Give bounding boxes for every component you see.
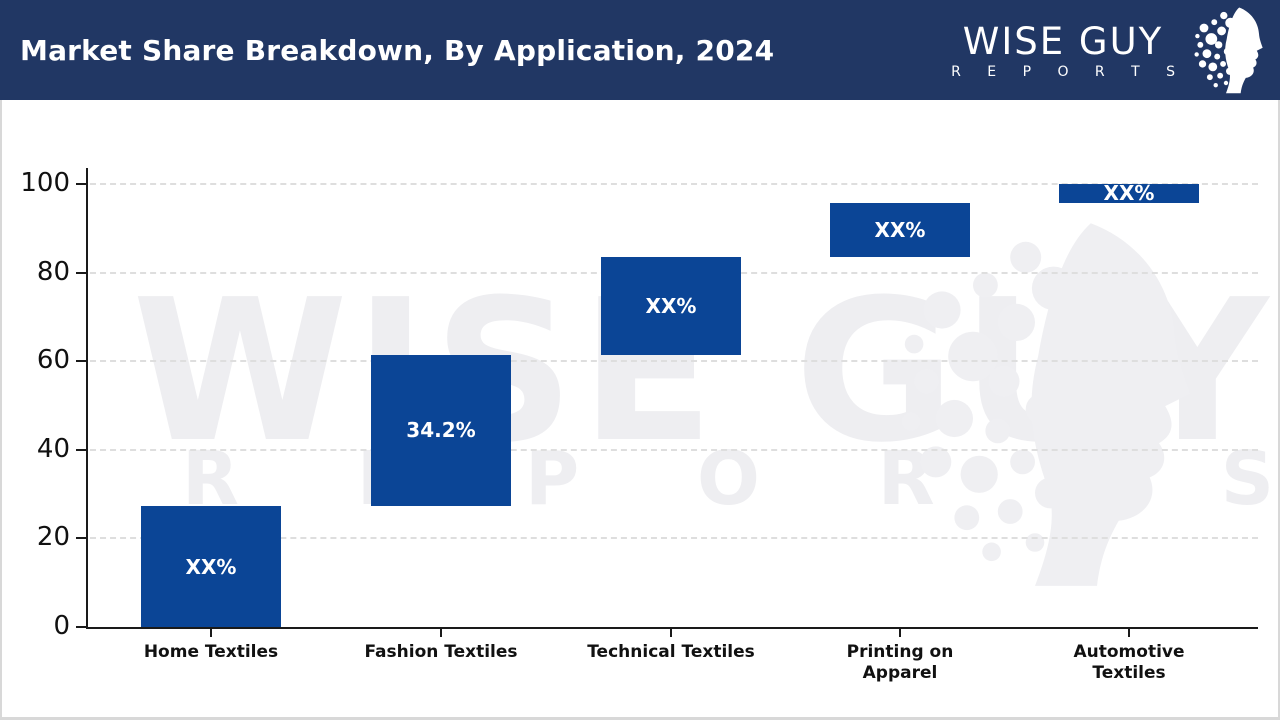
bar-value-label: XX%: [645, 293, 697, 318]
logo-wordmark: WISE GUY: [962, 19, 1164, 63]
header-bar: Market Share Breakdown, By Application, …: [0, 0, 1280, 100]
y-tick-80: [76, 271, 86, 274]
wise-guy-reports-logo: WISE GUY R E P O R T S: [940, 6, 1268, 94]
x-label-fashion-textiles: Fashion Textiles: [364, 642, 518, 662]
y-tick-label-80: 80: [36, 256, 70, 287]
y-tick-label-60: 60: [36, 345, 70, 376]
bar-printing-on-apparel: XX%: [830, 202, 970, 257]
chart-title: Market Share Breakdown, By Application, …: [20, 33, 775, 67]
x-label-technical-textiles: Technical Textiles: [587, 642, 755, 662]
y-tick-40: [76, 448, 86, 451]
gridline-100: [90, 183, 1258, 185]
logo-face-icon: [1194, 7, 1263, 94]
x-tick-1: [440, 629, 442, 637]
y-tick-label-0: 0: [53, 611, 70, 641]
content-frame: [0, 100, 1280, 720]
y-tick-label-100: 100: [20, 168, 70, 198]
watermark-face-icon: [901, 223, 1190, 586]
bar-home-textiles: XX%: [141, 506, 281, 627]
bar-value-label: XX%: [1103, 181, 1155, 206]
bar-value-label: 34.2%: [406, 418, 476, 443]
x-tick-2: [670, 629, 672, 637]
x-label-home-textiles: Home Textiles: [143, 642, 279, 662]
logo-text: WISE GUY R E P O R T S: [940, 19, 1186, 80]
bar-fashion-textiles: 34.2%: [371, 354, 511, 507]
x-axis: [86, 627, 1258, 629]
x-label-automotive-textiles: Automotive Textiles: [1073, 642, 1185, 683]
x-label-printing-on-apparel: Printing on Apparel: [846, 642, 954, 683]
bar-technical-textiles: XX%: [601, 256, 741, 355]
y-tick-20: [76, 537, 86, 540]
gridline-20: [90, 537, 1258, 540]
gridline-40: [90, 448, 1258, 451]
y-axis: [86, 168, 88, 629]
y-tick-0: [76, 626, 86, 628]
bar-automotive-textiles: XX%: [1059, 181, 1199, 206]
y-tick-60: [76, 360, 86, 363]
x-tick-4: [1128, 629, 1130, 637]
logo-subtitle: R E P O R T S: [951, 63, 1186, 80]
y-tick-label-40: 40: [36, 433, 70, 464]
y-tick-100: [76, 183, 86, 185]
x-tick-3: [899, 629, 901, 637]
bar-value-label: XX%: [874, 217, 926, 242]
gridline-60: [90, 360, 1258, 363]
y-tick-label-20: 20: [36, 522, 70, 553]
bar-value-label: XX%: [185, 554, 237, 579]
x-tick-0: [210, 629, 212, 637]
